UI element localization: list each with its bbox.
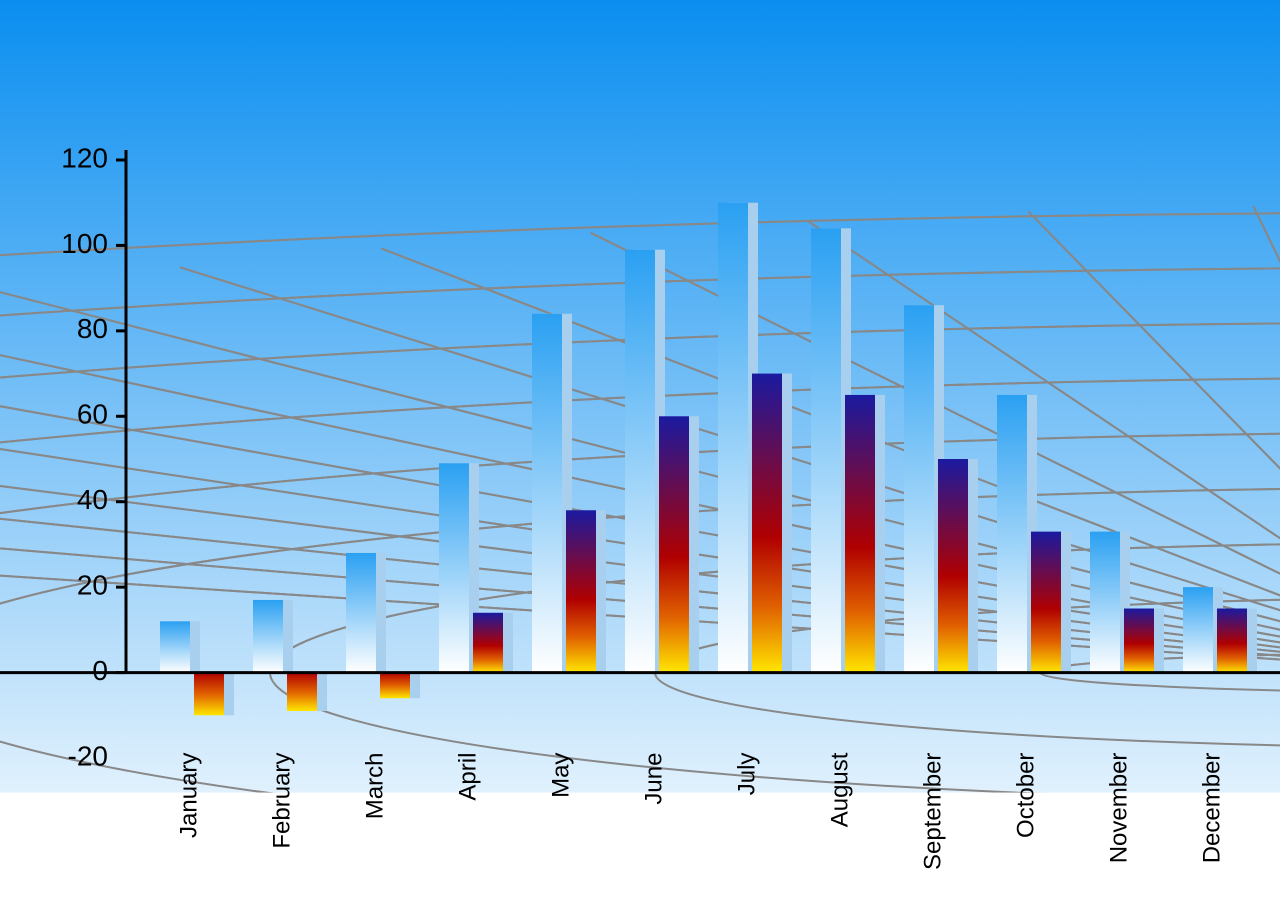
bar-series-a [346, 553, 376, 673]
bar-series-a [253, 600, 283, 673]
bar-series-a [904, 305, 934, 672]
y-tick-label: -20 [68, 740, 108, 771]
y-tick-label: 60 [77, 399, 108, 430]
x-tick-label: October [1012, 753, 1039, 838]
x-tick-label: March [361, 753, 388, 820]
bar-series-b [938, 459, 968, 673]
x-tick-label: July [733, 753, 760, 796]
y-tick-label: 80 [77, 313, 108, 344]
y-tick-label: 40 [77, 484, 108, 515]
x-tick-label: June [640, 753, 667, 805]
bar-series-a [625, 250, 655, 673]
bar-series-b [752, 374, 782, 673]
y-tick-label: 20 [77, 570, 108, 601]
bar-series-a [439, 463, 469, 672]
bar-series-a [532, 314, 562, 673]
y-tick-label: 0 [92, 655, 108, 686]
x-tick-label: September [919, 753, 946, 870]
x-tick-label: November [1105, 753, 1132, 864]
x-tick-label: May [547, 753, 574, 798]
bar-series-b [566, 510, 596, 672]
x-tick-label: January [175, 753, 202, 838]
bar-series-b [473, 613, 503, 673]
bar-series-a [1183, 587, 1213, 672]
bar-series-b [1031, 532, 1061, 673]
bar-series-a [718, 203, 748, 673]
x-tick-label: February [268, 753, 295, 849]
bar-series-b [845, 395, 875, 673]
bar-series-b [380, 673, 410, 699]
x-tick-label: August [826, 752, 853, 827]
y-tick-label: 120 [61, 142, 108, 173]
bar-series-b [194, 673, 224, 716]
bar-series-b [1217, 609, 1247, 673]
bar-series-b [1124, 609, 1154, 673]
bar-series-b [287, 673, 317, 711]
x-tick-label: December [1198, 753, 1225, 864]
x-tick-label: April [454, 753, 481, 801]
bar-series-a [1090, 532, 1120, 673]
bar-series-a [997, 395, 1027, 673]
bar-series-a [811, 228, 841, 672]
y-tick-label: 100 [61, 228, 108, 259]
bar-series-a [160, 621, 190, 672]
bar-series-b [659, 416, 689, 672]
